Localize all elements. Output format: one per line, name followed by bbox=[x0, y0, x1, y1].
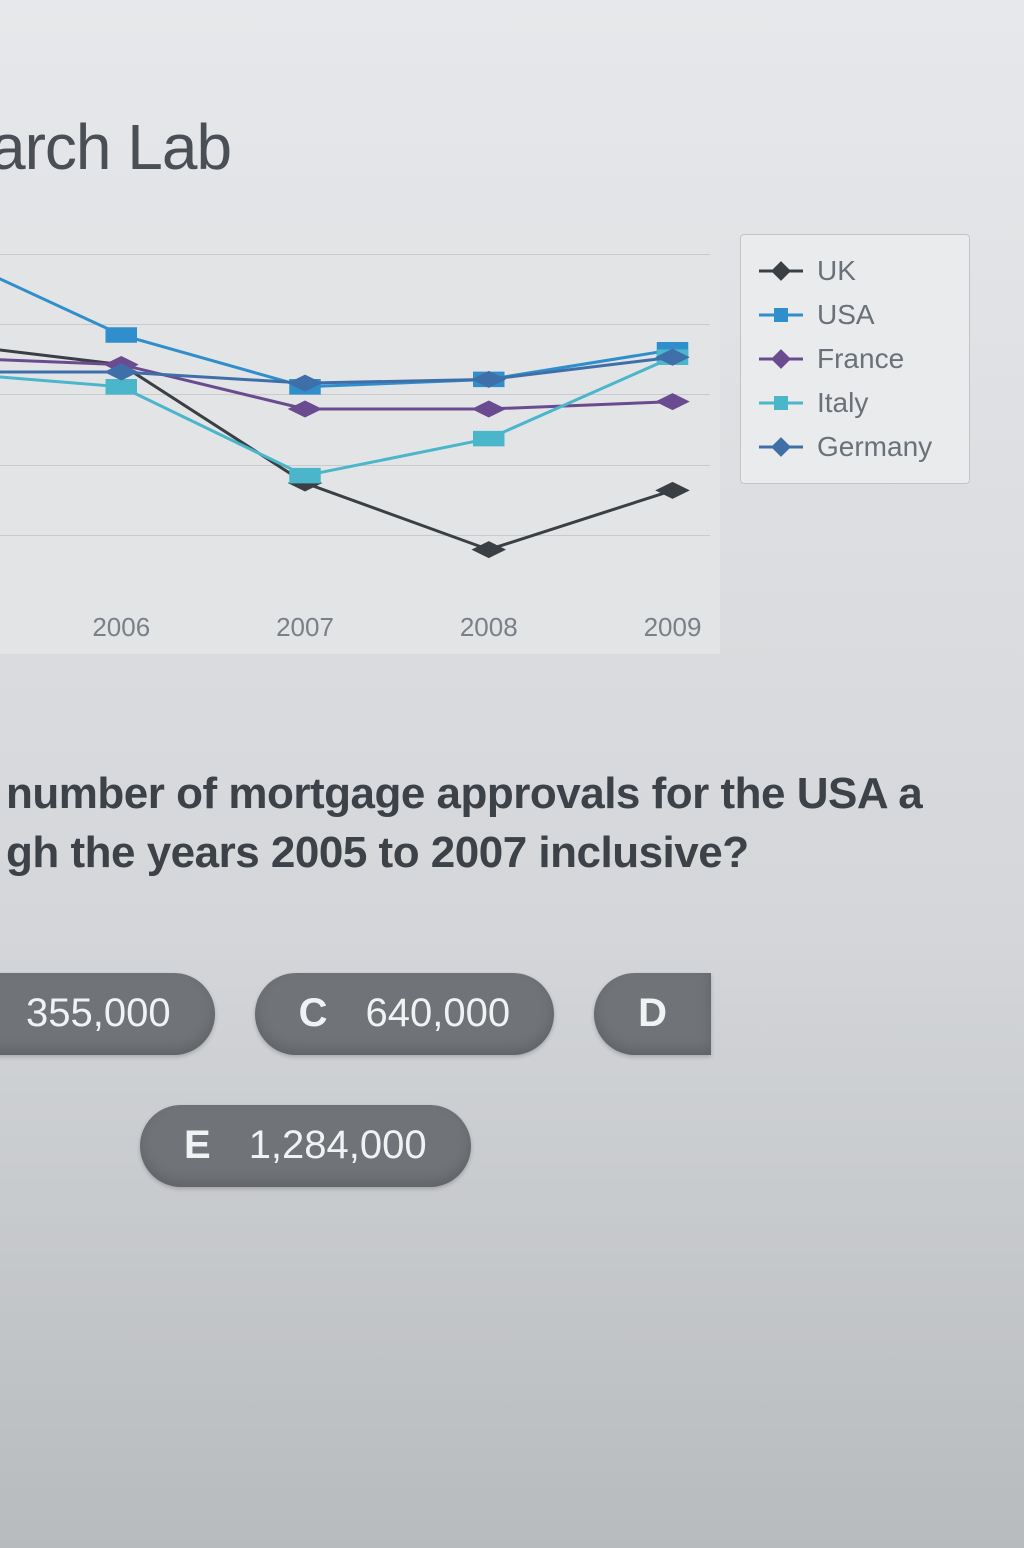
x-tick-label: 2007 bbox=[276, 612, 334, 643]
series-marker bbox=[477, 403, 501, 415]
x-axis: 20052006200720082009 bbox=[0, 604, 710, 654]
legend-item: Italy bbox=[759, 381, 951, 425]
answer-value: 355,000 bbox=[26, 991, 171, 1036]
legend-swatch bbox=[759, 314, 803, 317]
answer-letter: C bbox=[299, 991, 328, 1036]
chart-lines-svg bbox=[0, 224, 710, 594]
x-tick-label: 2006 bbox=[92, 612, 150, 643]
series-marker bbox=[293, 403, 317, 415]
legend-swatch bbox=[759, 358, 803, 361]
question-line-1: number of mortgage approvals for the USA… bbox=[6, 764, 1014, 823]
legend-item: USA bbox=[759, 293, 951, 337]
series-marker bbox=[477, 433, 501, 445]
legend-label: UK bbox=[817, 255, 856, 287]
page-title: arch Lab bbox=[0, 110, 1024, 184]
legend-swatch bbox=[759, 446, 803, 449]
legend-label: Germany bbox=[817, 431, 932, 463]
series-marker bbox=[661, 396, 685, 408]
page-root: arch Lab 20052006200720082009 UKUSAFranc… bbox=[0, 0, 1024, 1548]
series-marker bbox=[109, 381, 133, 393]
series-marker bbox=[293, 470, 317, 482]
chart-legend: UK USA France Italy Germany bbox=[740, 234, 970, 484]
legend-label: Italy bbox=[817, 387, 868, 419]
question-block: number of mortgage approvals for the USA… bbox=[0, 654, 1024, 883]
chart-row: 20052006200720082009 UKUSAFranceItalyGer… bbox=[0, 224, 1024, 654]
answer-value: 1,284,000 bbox=[249, 1123, 427, 1168]
legend-item: Germany bbox=[759, 425, 951, 469]
legend-swatch bbox=[759, 402, 803, 405]
answer-letter: E bbox=[184, 1123, 211, 1168]
legend-label: France bbox=[817, 343, 904, 375]
x-tick-label: 2008 bbox=[460, 612, 518, 643]
legend-item: UK bbox=[759, 249, 951, 293]
title-region: arch Lab bbox=[0, 30, 1024, 224]
answer-option[interactable]: D bbox=[594, 973, 711, 1055]
series-marker bbox=[477, 373, 501, 385]
legend-swatch bbox=[759, 270, 803, 273]
series-marker bbox=[109, 329, 133, 341]
series-marker bbox=[477, 544, 501, 556]
x-tick-label: 2009 bbox=[644, 612, 702, 643]
series-line bbox=[0, 357, 673, 475]
answer-option[interactable]: C 640,000 bbox=[255, 973, 554, 1055]
legend-item: France bbox=[759, 337, 951, 381]
series-marker bbox=[661, 351, 685, 363]
plot-area bbox=[0, 224, 710, 594]
question-line-2: gh the years 2005 to 2007 inclusive? bbox=[6, 823, 1014, 882]
answers-row-2: E 1,284,000 bbox=[0, 1055, 1024, 1187]
series-marker bbox=[661, 484, 685, 496]
answer-option[interactable]: 355,000 bbox=[0, 973, 215, 1055]
series-line bbox=[0, 250, 673, 387]
legend-label: USA bbox=[817, 299, 875, 331]
answer-letter: D bbox=[638, 991, 667, 1036]
answers-row-1: 355,000 C 640,000 D bbox=[0, 883, 1024, 1055]
answer-option[interactable]: E 1,284,000 bbox=[140, 1105, 471, 1187]
series-marker bbox=[293, 377, 317, 389]
answer-value: 640,000 bbox=[365, 991, 510, 1036]
series-marker bbox=[109, 366, 133, 378]
line-chart: 20052006200720082009 bbox=[0, 224, 720, 654]
